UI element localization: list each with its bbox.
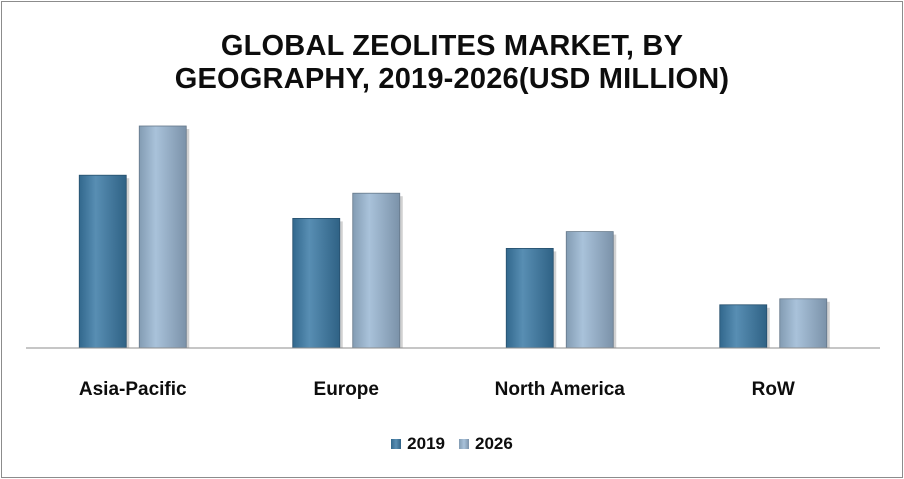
legend-label-2026: 2026 <box>475 434 513 453</box>
bar-asia-pacific-2026 <box>138 125 187 349</box>
legend-item-2026: 2026 <box>459 434 513 454</box>
bar-north-america-2026 <box>565 231 614 349</box>
bar-europe-2026 <box>352 192 401 349</box>
category-label-europe: Europe <box>314 379 379 400</box>
category-label-asia-pacific: Asia-Pacific <box>79 379 187 400</box>
legend-swatch-2026 <box>459 439 469 449</box>
chart-title: GLOBAL ZEOLITES MARKET, BY GEOGRAPHY, 20… <box>2 30 902 96</box>
legend-label-2019: 2019 <box>407 434 445 453</box>
bar-north-america-2019 <box>505 247 554 349</box>
legend-item-2019: 2019 <box>391 434 445 454</box>
chart-title-line-2: GEOGRAPHY, 2019-2026(USD MILLION) <box>174 63 730 95</box>
bars-layer <box>78 125 830 349</box>
category-labels: Asia-Pacific Europe North America RoW <box>79 379 795 400</box>
category-label-north-america: North America <box>495 379 626 400</box>
category-label-row: RoW <box>752 379 795 400</box>
bar-row-2019 <box>719 304 768 349</box>
legend-swatch-2019 <box>391 439 402 449</box>
bar-europe-2019 <box>292 217 341 349</box>
bar-row-2026 <box>779 298 828 349</box>
legend: 2019 2026 <box>2 434 902 454</box>
chart-title-line-1: GLOBAL ZEOLITES MARKET, BY <box>220 30 684 62</box>
bar-asia-pacific-2019 <box>78 174 127 349</box>
